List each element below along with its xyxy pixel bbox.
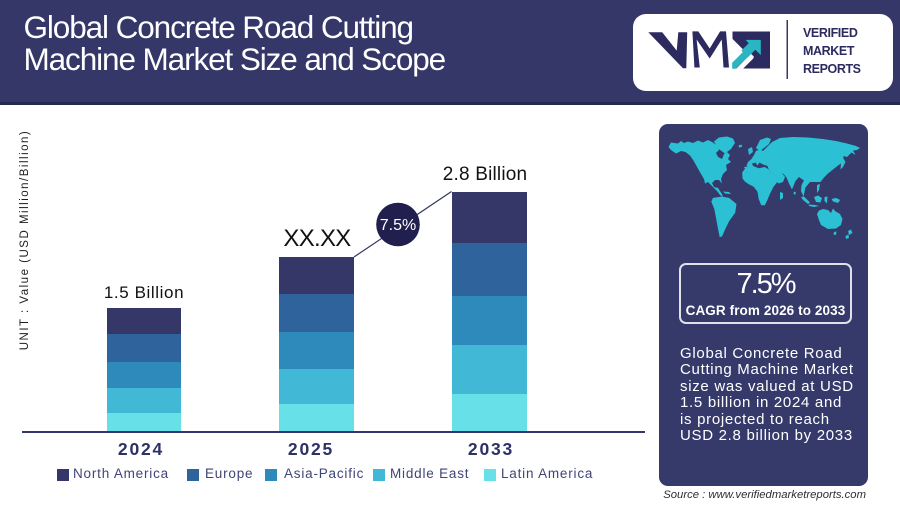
svg-text:REPORTS: REPORTS xyxy=(803,62,861,76)
svg-text:MARKET: MARKET xyxy=(803,44,855,58)
svg-text:VERIFIED: VERIFIED xyxy=(803,26,858,40)
svg-text:7.5%: 7.5% xyxy=(380,217,416,234)
